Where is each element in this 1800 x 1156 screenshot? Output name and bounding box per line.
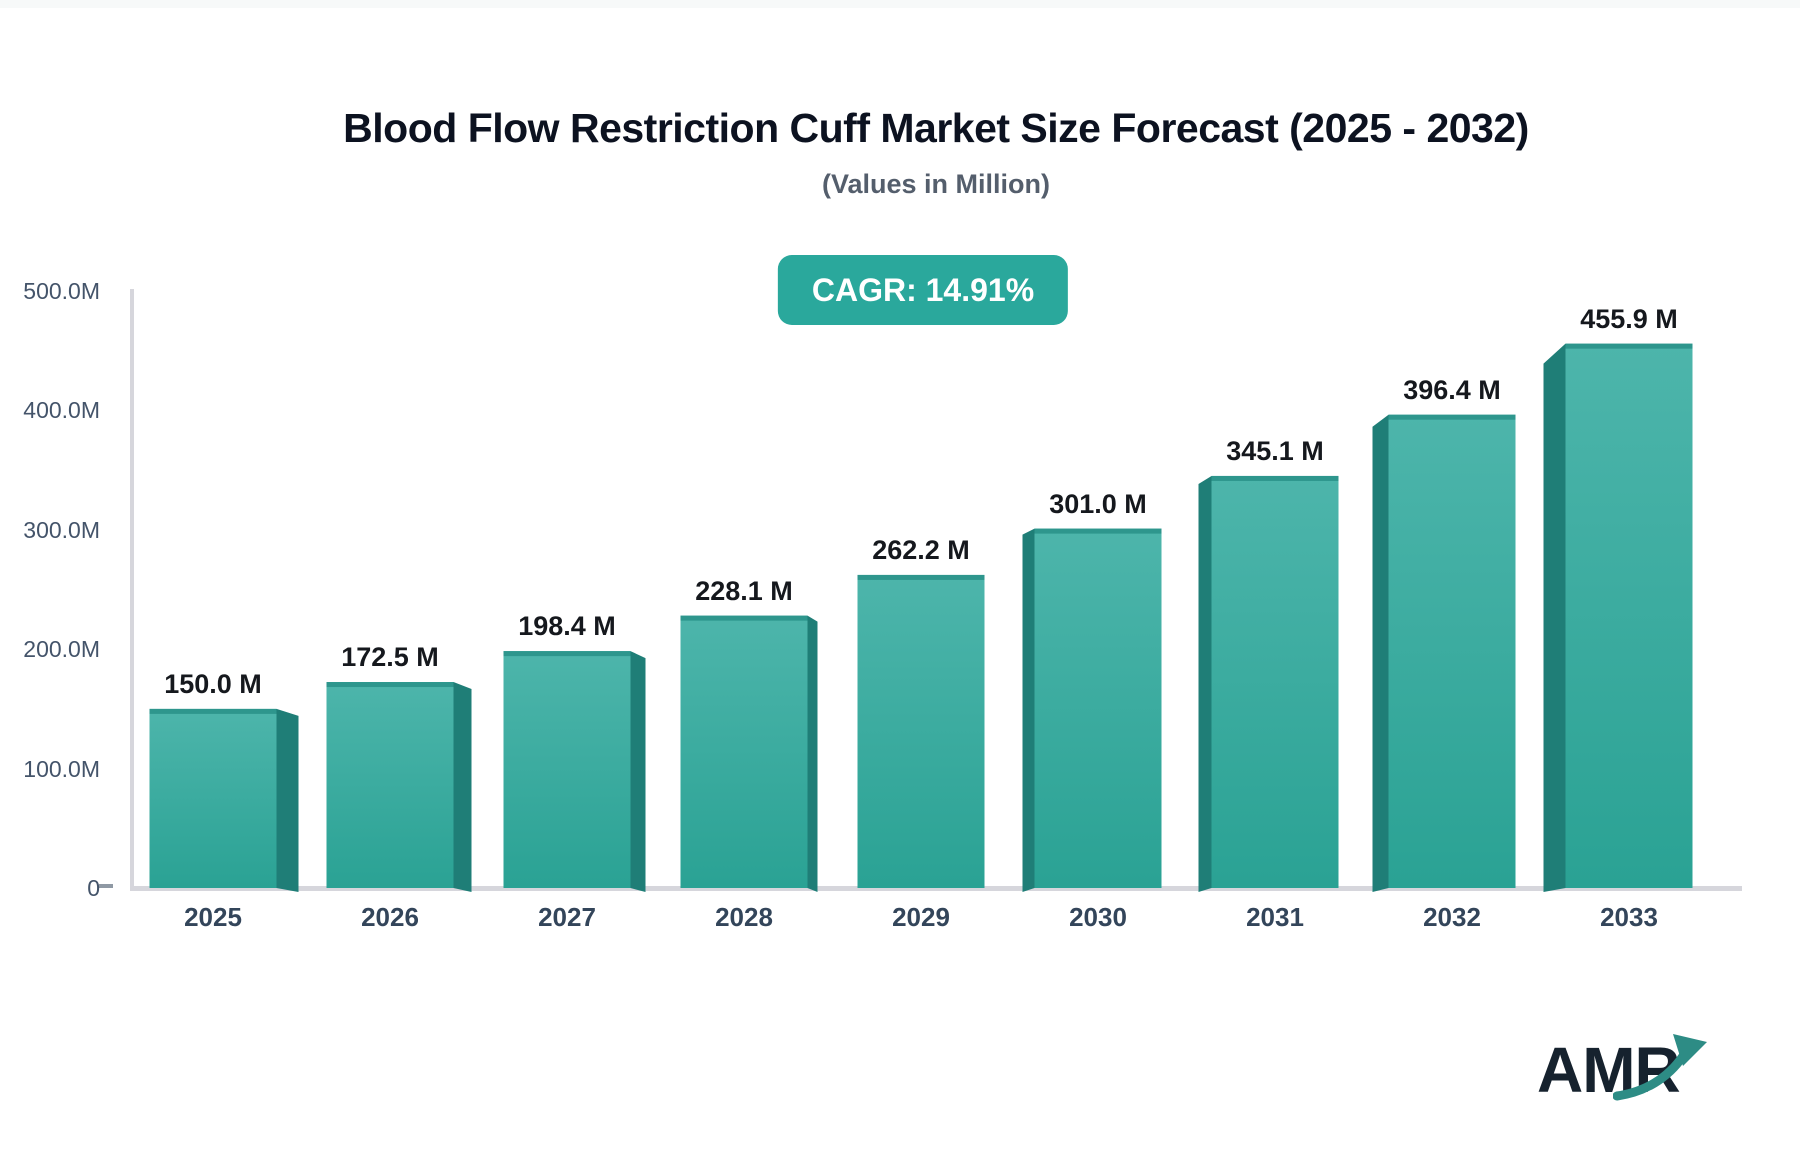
bar-top-edge-2026 (326, 682, 454, 688)
bar-2033 (1565, 343, 1693, 888)
bar-top-edge-2033 (1565, 343, 1693, 349)
zero-tick (99, 884, 113, 888)
bar-top-edge-2031 (1211, 475, 1339, 481)
bar-top-edge-2025 (149, 708, 277, 714)
bar-top-edge-2030 (1034, 528, 1162, 534)
bar-2027 (503, 651, 631, 888)
bar-side-2033 (1543, 343, 1566, 892)
chart-title: Blood Flow Restriction Cuff Market Size … (343, 105, 1529, 151)
bar-2025 (149, 708, 277, 888)
bar-side-2026 (453, 682, 472, 892)
cagr-badge: CAGR: 14.91% (777, 255, 1069, 325)
bar-side-2027 (630, 651, 646, 892)
growth-arrow-icon (1613, 1034, 1707, 1101)
amr-logo: AMR (1537, 1034, 1737, 1114)
bar-2028 (680, 615, 808, 888)
bar-side-2025 (276, 708, 299, 892)
bar-2029 (857, 574, 985, 888)
bar-top-edge-2028 (680, 615, 808, 621)
cagr-badge-label: CAGR: 14.91% (811, 272, 1035, 308)
bar-side-2032 (1372, 414, 1389, 892)
y-axis-line (130, 289, 134, 888)
bar-2032 (1388, 414, 1516, 888)
bar-top-edge-2029 (857, 574, 985, 580)
bar-2031 (1211, 475, 1339, 888)
top-edge (0, 0, 1800, 8)
bar-side-2030 (1022, 528, 1035, 892)
chart-subtitle: (Values in Million) (821, 169, 1051, 199)
bar-top-edge-2032 (1388, 414, 1516, 420)
bar-side-2031 (1198, 475, 1212, 892)
x-axis-line (130, 886, 1742, 891)
amr-logo-text: AMR (1537, 1034, 1681, 1106)
bar-2030 (1034, 528, 1162, 888)
bar-top-edge-2027 (503, 651, 631, 657)
bar-side-2028 (807, 615, 818, 892)
bar-2026 (326, 682, 454, 888)
